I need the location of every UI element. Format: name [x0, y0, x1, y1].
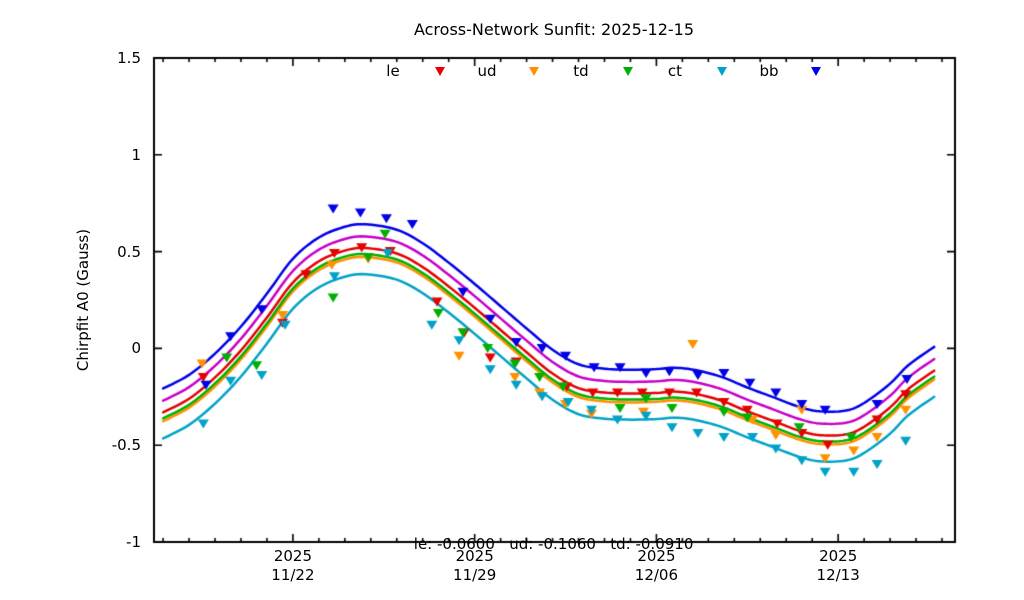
chart-title: Across-Network Sunfit: 2025-12-15	[413, 20, 695, 39]
legend-label-ud: ud	[477, 62, 497, 80]
triangle-down-icon	[434, 67, 445, 76]
x-tick-date: 12/13	[816, 566, 860, 584]
x-tick-year: 2025	[273, 547, 312, 565]
y-tick-label: 0	[131, 339, 141, 358]
x-tick-year: 2025	[819, 547, 858, 565]
x-tick-date: 11/29	[453, 566, 497, 584]
legend-label-le: le	[386, 62, 400, 80]
x-tick-label: 2025 12/13	[793, 547, 883, 585]
triangle-down-icon	[622, 67, 633, 76]
legend-label-ct: ct	[667, 62, 683, 80]
y-axis-label: Chirpfit A0 (Gauss)	[74, 228, 92, 372]
y-tick-label: 1.5	[117, 49, 141, 67]
y-tick-label: 1	[131, 145, 141, 164]
x-tick-year: 2025	[637, 547, 676, 565]
x-tick-date: 12/06	[634, 566, 679, 584]
x-tick-label: 2025 11/29	[430, 547, 520, 585]
fit-values-line1: le: -0.0600 ud: -0.1060 td: -0.0910	[413, 535, 694, 553]
legend-label-bb: bb	[759, 62, 779, 80]
x-tick-date: 11/22	[271, 566, 315, 584]
y-tick-label: 0.5	[117, 242, 141, 261]
x-tick-label: 2025 12/06	[611, 547, 701, 585]
fit-values-annotation: le: -0.0600 ud: -0.1060 td: -0.0910 ct: …	[414, 482, 696, 600]
legend-label-td: td	[573, 62, 589, 80]
triangle-down-icon	[528, 67, 539, 76]
triangle-down-icon	[810, 67, 821, 76]
y-tick-label: -1	[126, 533, 141, 551]
x-tick-year: 2025	[455, 547, 494, 565]
y-tick-label: -0.5	[111, 436, 141, 455]
triangle-down-icon	[716, 67, 727, 76]
x-tick-label: 2025 11/22	[248, 547, 338, 585]
